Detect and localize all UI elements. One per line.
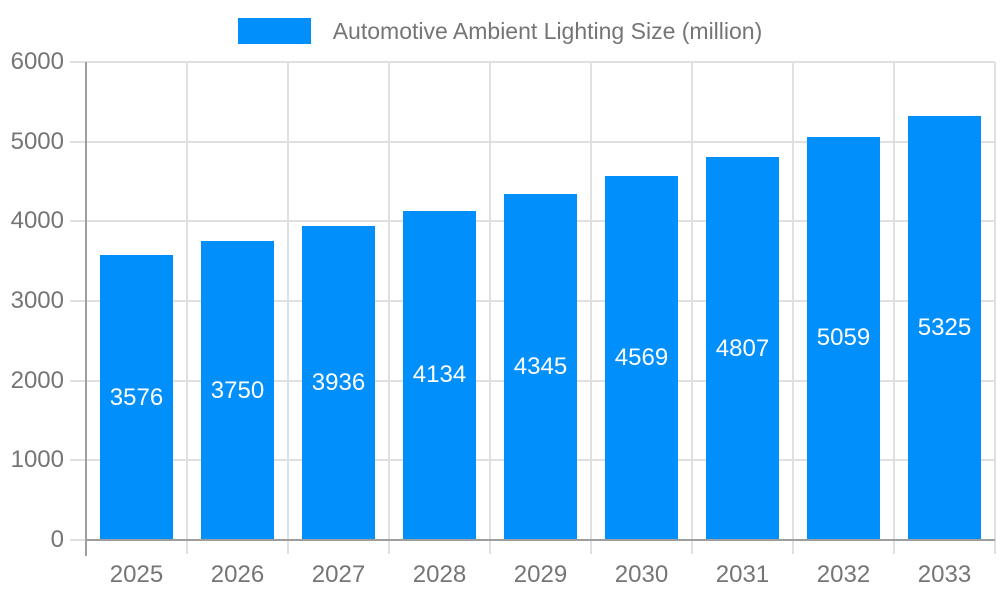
gridline-vertical bbox=[994, 62, 996, 540]
x-axis-category-label: 2031 bbox=[715, 561, 770, 588]
gridline-vertical bbox=[792, 62, 794, 540]
x-axis-category-label: 2032 bbox=[816, 561, 871, 588]
x-axis-category-label: 2030 bbox=[614, 561, 669, 588]
gridline-vertical bbox=[489, 62, 491, 540]
gridline-vertical bbox=[287, 62, 289, 540]
x-axis-category-label: 2033 bbox=[917, 561, 972, 588]
bar-value-label: 4807 bbox=[715, 334, 770, 362]
gridline-vertical bbox=[388, 62, 390, 540]
x-axis-tick bbox=[186, 540, 188, 554]
y-axis-tick-label: 1000 bbox=[10, 446, 64, 474]
gridline-vertical bbox=[691, 62, 693, 540]
y-axis-tick-label: 0 bbox=[50, 526, 64, 553]
x-axis-category-label: 2028 bbox=[412, 561, 467, 588]
x-axis-line bbox=[86, 539, 995, 541]
gridline-horizontal bbox=[70, 61, 995, 63]
y-axis-tick-label: 3000 bbox=[10, 287, 64, 314]
bar-2031[interactable]: 4807 bbox=[706, 157, 779, 540]
bar-2028[interactable]: 4134 bbox=[403, 210, 476, 540]
legend-swatch bbox=[237, 18, 311, 44]
bar-value-label: 3936 bbox=[311, 369, 366, 397]
legend-item[interactable]: Automotive Ambient Lighting Size (millio… bbox=[0, 16, 1000, 46]
gridline-vertical bbox=[893, 62, 895, 540]
bar-2032[interactable]: 5059 bbox=[807, 136, 880, 540]
legend-label: Automotive Ambient Lighting Size (millio… bbox=[332, 17, 763, 44]
x-axis-tick bbox=[691, 540, 693, 554]
x-axis-category-label: 2025 bbox=[109, 561, 164, 588]
bar-2025[interactable]: 3576 bbox=[100, 255, 173, 540]
bar-value-label: 4569 bbox=[614, 343, 669, 371]
y-axis-tick-label: 6000 bbox=[10, 48, 64, 75]
bar-value-label: 3576 bbox=[109, 383, 164, 411]
bar-2027[interactable]: 3936 bbox=[302, 226, 375, 540]
bar-value-label: 5059 bbox=[816, 324, 871, 352]
x-axis-category-label: 2029 bbox=[513, 561, 568, 588]
y-axis-tick-label: 2000 bbox=[10, 366, 64, 394]
x-axis-tick bbox=[489, 540, 491, 554]
bar-2030[interactable]: 4569 bbox=[605, 176, 678, 540]
gridline-horizontal bbox=[70, 140, 995, 143]
bar-value-label: 5325 bbox=[917, 313, 972, 341]
bar-2029[interactable]: 4345 bbox=[504, 193, 577, 540]
x-axis-tick bbox=[893, 540, 895, 554]
x-axis-tick bbox=[590, 540, 592, 554]
x-axis-category-label: 2026 bbox=[210, 561, 265, 588]
bar-value-label: 3750 bbox=[210, 376, 265, 404]
gridline-vertical bbox=[590, 62, 592, 540]
y-axis-line bbox=[85, 62, 87, 556]
x-axis-tick bbox=[388, 540, 390, 554]
y-axis-tick-label: 5000 bbox=[10, 127, 64, 155]
x-axis-tick bbox=[792, 540, 794, 554]
bar-2033[interactable]: 5325 bbox=[908, 115, 981, 540]
bar-value-label: 4345 bbox=[513, 352, 568, 380]
bar-value-label: 4134 bbox=[412, 361, 467, 389]
gridline-vertical bbox=[186, 62, 188, 540]
bar-2026[interactable]: 3750 bbox=[201, 241, 274, 540]
x-axis-tick bbox=[994, 540, 996, 554]
x-axis-category-label: 2027 bbox=[311, 561, 366, 588]
y-axis-tick-label: 4000 bbox=[10, 207, 64, 235]
x-axis-tick bbox=[287, 540, 289, 554]
